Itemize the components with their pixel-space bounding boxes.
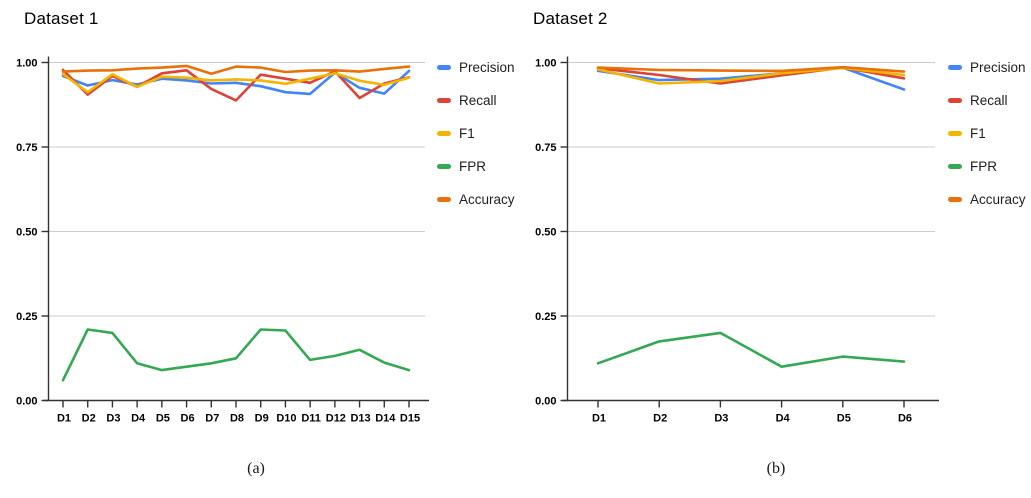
x-axis-tick-label: D15	[400, 413, 420, 425]
y-axis-tick-label: 0.00	[535, 396, 556, 408]
legend-label-fpr: FPR	[970, 158, 997, 174]
legend-dataset-1: Precision Recall F1 FPR Accuracy	[437, 56, 515, 210]
accuracy-series-swatch	[437, 196, 451, 202]
x-axis-tick-label: D5	[156, 413, 170, 425]
fpr-series-swatch	[437, 163, 451, 169]
legend-label-f1: F1	[970, 125, 986, 141]
y-axis-tick-label: 0.25	[16, 311, 37, 323]
line-precision-dataset-1	[61, 69, 411, 96]
x-axis-tick-label: D1	[592, 413, 606, 425]
x-axis-tick-label: D2	[82, 413, 96, 425]
x-axis-tick-label: D12	[326, 413, 346, 425]
legend-item-f1: F1	[948, 122, 1026, 144]
x-axis-tick-label: D2	[653, 413, 667, 425]
legend-label-precision: Precision	[970, 59, 1026, 75]
chart-title-dataset-1: Dataset 1	[24, 9, 99, 28]
x-axis-tick-label: D9	[255, 413, 269, 425]
recall-series-swatch	[437, 97, 451, 103]
plot-dataset-1: 1.00 0.75 0.50 0.25 0.00 D1 D2 D3 D4 D5 D6 D7 D8 D9 D1…	[16, 56, 429, 425]
precision-series-swatch	[437, 64, 451, 70]
y-axis-tick-label: 1.00	[16, 58, 37, 70]
x-axis-tick-label: D14	[375, 413, 396, 425]
y-axis-tick-label: 0.75	[16, 142, 37, 154]
line-accuracy-dataset-2	[596, 65, 906, 73]
legend-item-accuracy: Accuracy	[437, 188, 515, 210]
legend-item-recall: Recall	[948, 89, 1026, 111]
fpr-series-swatch	[948, 163, 962, 169]
legend-label-accuracy: Accuracy	[459, 191, 515, 207]
plot-dataset-2: 1.00 0.75 0.50 0.25 0.00 D1 D2 D3 D4 D5 D6	[535, 56, 939, 425]
x-axis-tick-label: D5	[837, 413, 851, 425]
line-f1-dataset-1	[61, 72, 411, 94]
recall-series-swatch	[948, 97, 962, 103]
x-axis-tick-label: D8	[230, 413, 244, 425]
subfigure-caption-b: (b)	[766, 460, 786, 477]
legend-item-precision: Precision	[437, 56, 515, 78]
y-axis-tick-label: 1.00	[535, 58, 556, 70]
f1-series-swatch	[437, 130, 451, 136]
line-fpr-dataset-1	[61, 328, 411, 382]
x-axis-tick-label: D1	[57, 413, 71, 425]
legend-item-precision: Precision	[948, 56, 1026, 78]
x-axis-tick-label: D4	[131, 413, 146, 425]
subfigure-caption-a: (a)	[247, 460, 265, 477]
legend-dataset-2: Precision Recall F1 FPR Accuracy	[948, 56, 1026, 210]
x-axis-tick-label: D3	[106, 413, 120, 425]
legend-label-f1: F1	[459, 125, 475, 141]
line-accuracy-dataset-1	[61, 64, 411, 75]
legend-item-f1: F1	[437, 122, 515, 144]
x-axis-tick-label: D4	[776, 413, 791, 425]
accuracy-series-swatch	[948, 196, 962, 202]
x-axis-tick-label: D13	[350, 413, 370, 425]
legend-item-fpr: FPR	[437, 155, 515, 177]
y-axis-tick-label: 0.00	[16, 396, 37, 408]
legend-label-recall: Recall	[459, 92, 497, 108]
y-axis-tick-label: 0.50	[535, 227, 556, 239]
y-axis-tick-label: 0.25	[535, 311, 556, 323]
legend-label-accuracy: Accuracy	[970, 191, 1026, 207]
y-axis-tick-label: 0.75	[535, 142, 556, 154]
chart-title-dataset-2: Dataset 2	[533, 9, 608, 28]
x-axis-tick-label: D6	[181, 413, 195, 425]
x-axis-tick-label: D10	[276, 413, 296, 425]
legend-label-precision: Precision	[459, 59, 515, 75]
x-axis-tick-label: D6	[898, 413, 912, 425]
f1-series-swatch	[948, 130, 962, 136]
y-axis-tick-label: 0.50	[16, 227, 37, 239]
legend-label-recall: Recall	[970, 92, 1008, 108]
x-axis-tick-label: D11	[301, 413, 321, 425]
line-fpr-dataset-2	[596, 331, 906, 369]
x-axis-tick-label: D3	[714, 413, 728, 425]
legend-label-fpr: FPR	[459, 158, 486, 174]
x-axis-tick-label: D7	[205, 413, 219, 425]
legend-item-recall: Recall	[437, 89, 515, 111]
legend-item-accuracy: Accuracy	[948, 188, 1026, 210]
precision-series-swatch	[948, 64, 962, 70]
legend-item-fpr: FPR	[948, 155, 1026, 177]
